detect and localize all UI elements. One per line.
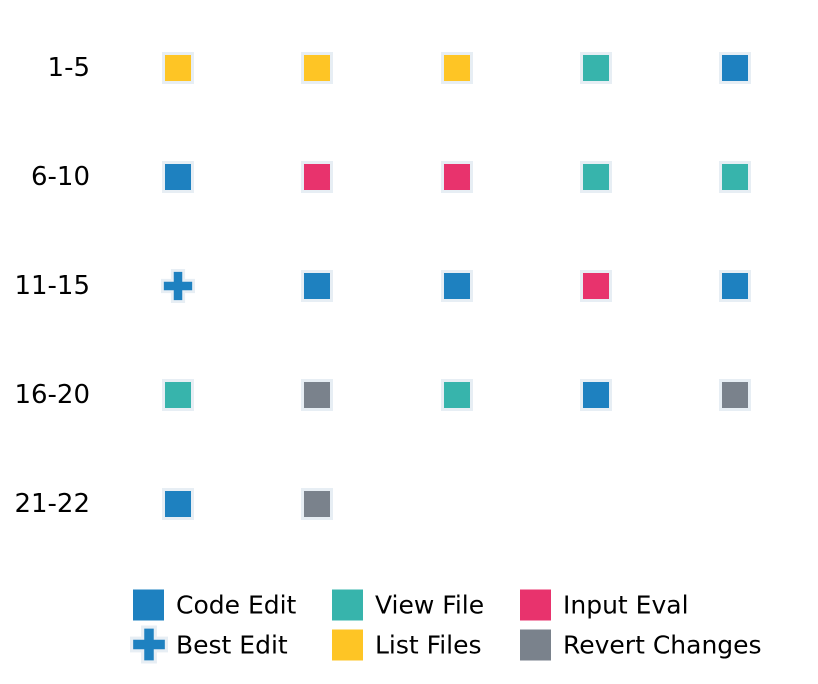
plus-marker-icon (129, 625, 168, 664)
legend-label-input-eval: Input Eval (563, 590, 689, 619)
square-marker-icon (162, 52, 194, 84)
row-label-6-10: 6-10 (30, 162, 90, 193)
marker-code-edit (579, 379, 612, 412)
marker-code-edit (301, 270, 334, 303)
row-label-1-5: 1-5 (47, 53, 90, 83)
square-marker-icon (162, 161, 194, 194)
square-marker-icon (440, 52, 473, 84)
marker-view-file (579, 161, 612, 194)
square-marker-icon (719, 161, 751, 194)
legend-label-list-files: List Files (375, 630, 482, 659)
legend-square-icon (332, 629, 363, 660)
legend-label-code-edit: Code Edit (176, 590, 297, 619)
legend-square-icon (520, 589, 551, 620)
square-marker-icon (440, 161, 473, 194)
legend-square-icon (133, 589, 164, 620)
square-marker-icon (579, 161, 612, 194)
marker-code-edit (162, 161, 194, 194)
legend-square-icon (332, 589, 363, 620)
legend-item-best-edit: Best Edit (129, 625, 288, 664)
plus-marker-icon (161, 269, 195, 304)
square-marker-icon (301, 52, 334, 84)
marker-code-edit (162, 488, 194, 521)
row-label-21-22: 21-22 (14, 489, 90, 520)
marker-code-edit (719, 270, 751, 303)
row-label-16-20: 16-20 (14, 380, 90, 411)
marker-code-edit (719, 52, 751, 84)
marker-input-eval (440, 161, 473, 194)
marker-revert-changes (719, 379, 751, 412)
marker-revert-changes (301, 379, 334, 412)
marker-list-files (162, 52, 194, 84)
legend-item-code-edit: Code Edit (133, 589, 296, 620)
legend-square-icon (520, 629, 551, 660)
legend-item-input-eval: Input Eval (520, 589, 689, 620)
marker-list-files (301, 52, 334, 84)
square-marker-icon (162, 379, 194, 412)
marker-view-file (440, 379, 473, 412)
legend-plus-icon (129, 625, 168, 664)
square-marker-icon (579, 270, 612, 303)
square-marker-icon (440, 379, 473, 412)
marker-list-files (440, 52, 473, 84)
square-marker-icon (719, 270, 751, 303)
marker-code-edit (440, 270, 473, 303)
marker-view-file (719, 161, 751, 194)
square-marker-icon (162, 488, 194, 521)
square-marker-icon (440, 270, 473, 303)
square-marker-icon (301, 270, 334, 303)
legend-item-list-files: List Files (332, 629, 482, 660)
square-marker-icon (301, 379, 334, 412)
marker-best-edit (161, 269, 195, 304)
square-marker-icon (579, 52, 612, 84)
square-marker-icon (301, 488, 334, 521)
marker-view-file (162, 379, 194, 412)
row-label-11-15: 11-15 (14, 271, 90, 302)
legend-item-view-file: View File (332, 589, 484, 620)
square-marker-icon (719, 52, 751, 84)
legend-item-revert-changes: Revert Changes (520, 629, 762, 660)
marker-revert-changes (301, 488, 334, 521)
marker-input-eval (301, 161, 334, 194)
legend-label-view-file: View File (375, 590, 485, 619)
square-marker-icon (579, 379, 612, 412)
legend-label-revert-changes: Revert Changes (563, 630, 762, 659)
legend-label-best-edit: Best Edit (176, 630, 288, 659)
marker-input-eval (579, 270, 612, 303)
marker-view-file (579, 52, 612, 84)
square-marker-icon (301, 161, 334, 194)
square-marker-icon (719, 379, 751, 412)
